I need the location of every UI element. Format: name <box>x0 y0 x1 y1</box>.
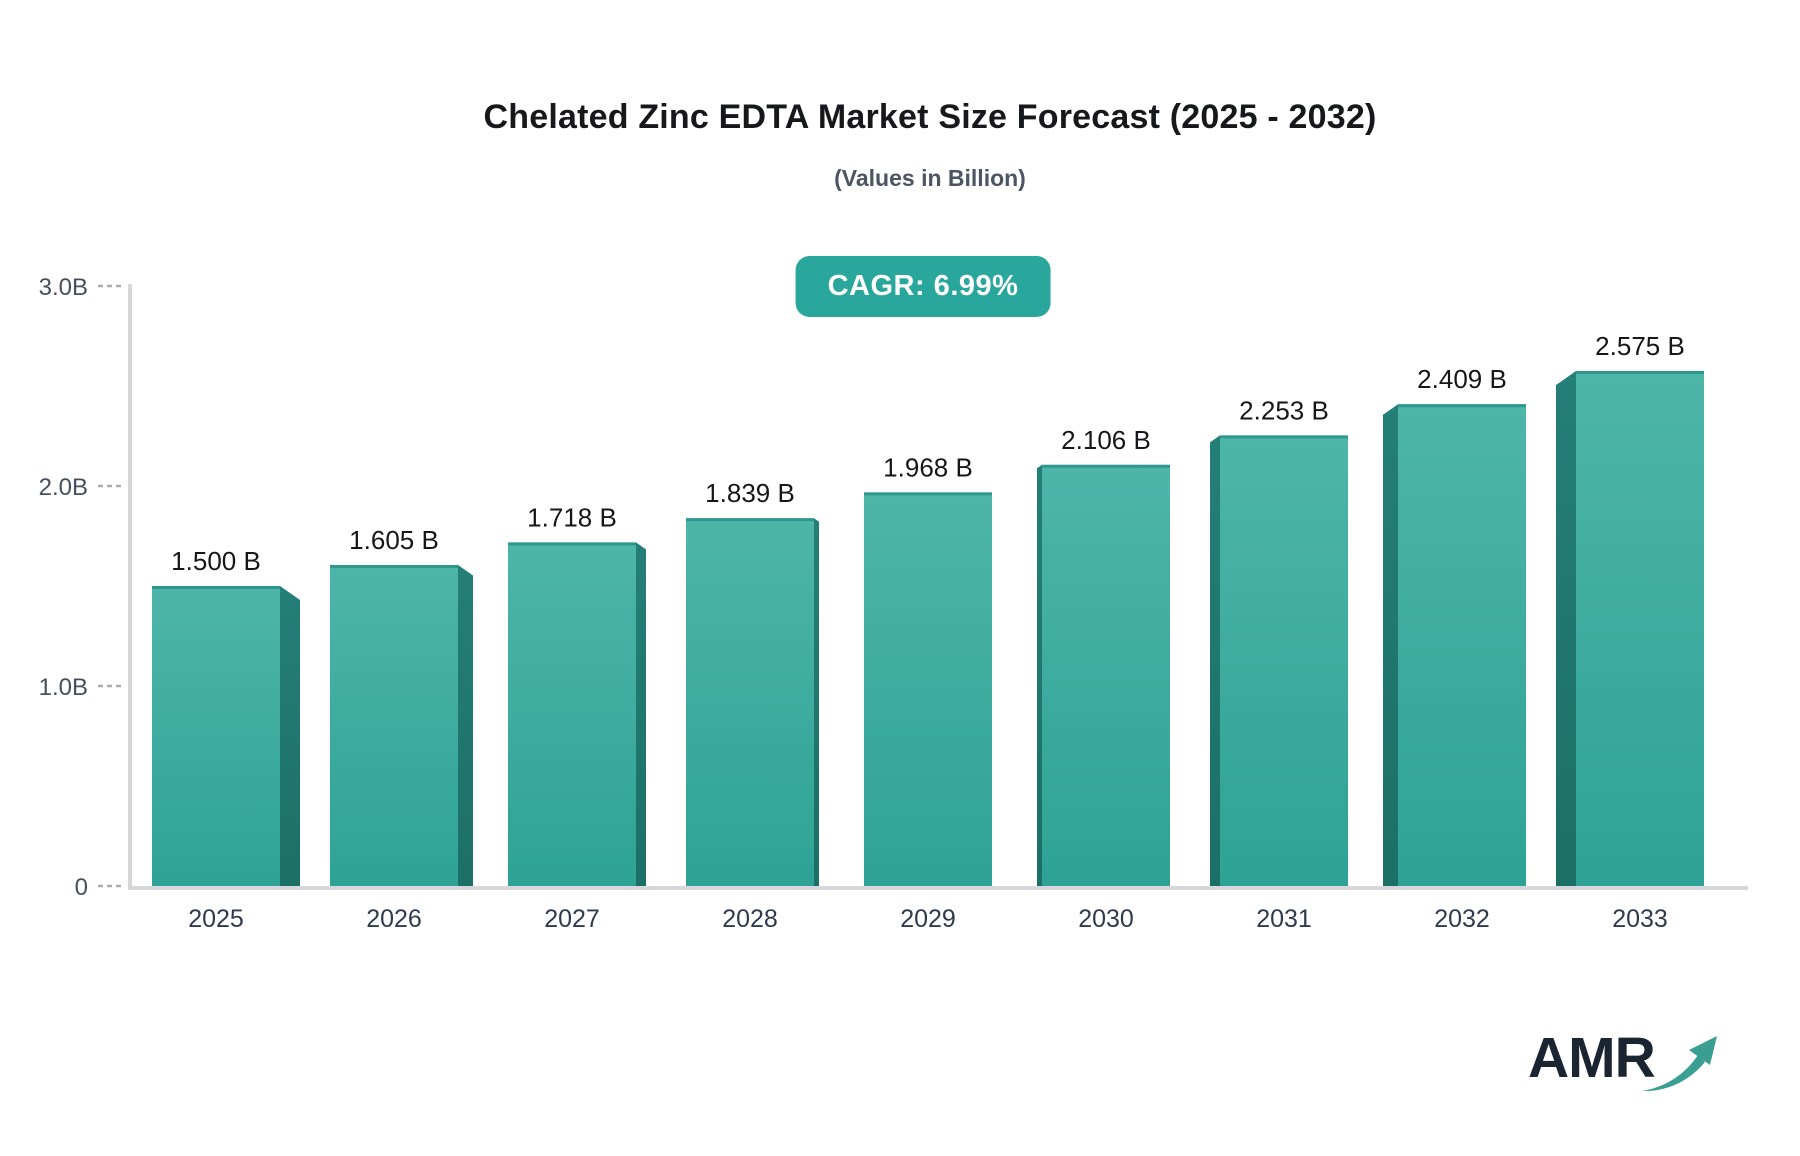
y-tick-label: 2.0B <box>39 474 88 501</box>
bar-front-face <box>152 586 280 889</box>
bar-value-label: 1.718 B <box>527 502 617 532</box>
bar-value-label: 2.253 B <box>1239 395 1329 425</box>
bar-side-face <box>636 542 646 889</box>
bar-2028: 1.839 B 2028 <box>686 478 819 933</box>
bar-top-edge <box>864 492 992 496</box>
chart-subtitle: (Values in Billion) <box>834 165 1026 191</box>
bar-2031: 2.253 B 2031 <box>1210 395 1348 933</box>
bar-top-edge <box>1042 464 1170 468</box>
x-axis-label: 2027 <box>544 905 600 933</box>
x-axis-label: 2025 <box>188 905 244 933</box>
amr-logo-text: AMR <box>1528 1026 1656 1090</box>
x-axis-label: 2031 <box>1256 905 1312 933</box>
bar-2027: 1.718 B 2027 <box>508 502 646 933</box>
bar-2032: 2.409 B 2032 <box>1383 364 1526 933</box>
bar-front-face <box>686 518 814 889</box>
bar-top-edge <box>152 586 280 589</box>
y-tick-label: 3.0B <box>39 274 88 301</box>
bar-value-label: 2.409 B <box>1417 364 1507 394</box>
bar-front-face <box>1398 404 1526 889</box>
bar-value-label: 1.839 B <box>705 478 795 508</box>
bar-side-face <box>280 586 300 889</box>
y-axis-line <box>128 284 132 890</box>
bar-side-face <box>458 565 473 889</box>
x-axis-label: 2033 <box>1612 905 1668 933</box>
bar-side-face <box>1556 371 1576 889</box>
x-axis-label: 2026 <box>366 905 422 933</box>
y-tick-label: 1.0B <box>39 674 88 701</box>
bar-side-face <box>1037 464 1042 889</box>
cagr-badge: CAGR: 6.99% <box>795 256 1051 317</box>
bar-front-face <box>864 492 992 889</box>
growth-arrow-icon <box>1641 1036 1717 1092</box>
bar-2026: 1.605 B 2026 <box>330 525 473 933</box>
bar-value-label: 1.605 B <box>349 525 439 555</box>
bar-value-label: 2.106 B <box>1061 425 1151 455</box>
bar-top-edge <box>508 542 636 546</box>
bar-2029: 1.968 B 2029 <box>864 452 992 933</box>
bar-top-edge <box>1576 371 1704 374</box>
bar-front-face <box>1042 464 1170 889</box>
bar-top-edge <box>330 565 458 568</box>
x-axis-label: 2030 <box>1078 905 1134 933</box>
y-tick-label: 0 <box>75 874 88 901</box>
page-title: Chelated Zinc EDTA Market Size Forecast … <box>483 98 1377 136</box>
x-axis-label: 2029 <box>900 905 956 933</box>
bar-value-label: 1.500 B <box>171 546 261 576</box>
bar-side-face <box>1210 435 1220 889</box>
amr-logo: AMR <box>1528 1030 1721 1098</box>
x-axis-label: 2028 <box>722 905 778 933</box>
bar-value-label: 2.575 B <box>1595 331 1685 361</box>
bar-2033: 2.575 B 2033 <box>1556 331 1704 933</box>
bar-side-face <box>1383 404 1398 889</box>
bar-value-label: 1.968 B <box>883 452 973 482</box>
bar-front-face <box>508 542 636 889</box>
bar-front-face <box>330 565 458 889</box>
x-axis-line <box>128 886 1748 890</box>
bar-2025: 1.500 B 2025 <box>152 546 300 933</box>
bar-front-face <box>1220 435 1348 889</box>
bar-top-edge <box>1220 435 1348 439</box>
bar-2030: 2.106 B 2030 <box>1037 425 1170 933</box>
bar-top-edge <box>1398 404 1526 408</box>
bar-front-face <box>1576 371 1704 889</box>
bar-side-face <box>814 518 819 889</box>
bar-top-edge <box>686 518 814 522</box>
x-axis-label: 2032 <box>1434 905 1490 933</box>
